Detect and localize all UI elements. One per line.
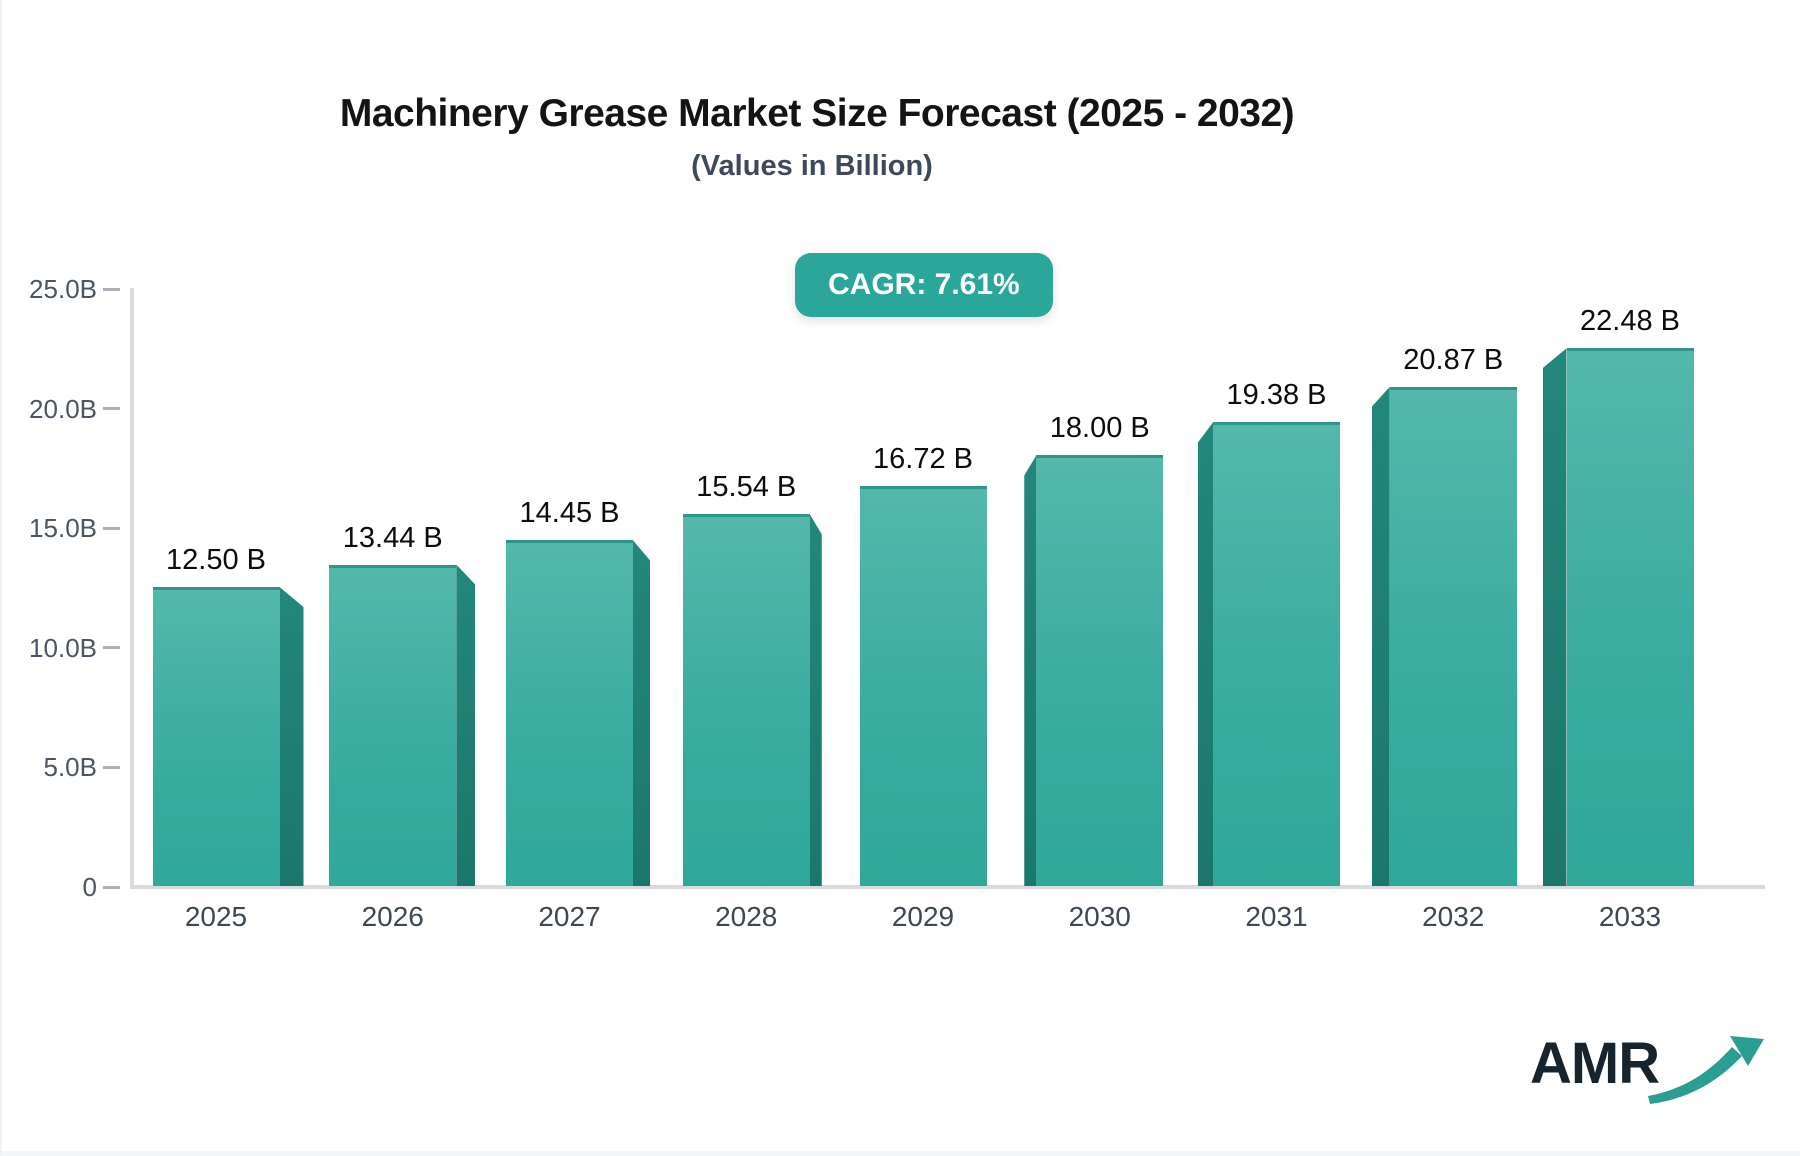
bar-2028-side-face bbox=[809, 514, 822, 886]
y-tick-label: 10.0B bbox=[29, 632, 97, 663]
x-tick-label-2028: 2028 bbox=[715, 901, 778, 932]
y-axis-line bbox=[130, 288, 134, 888]
bar-value-label-2029: 16.72 B bbox=[873, 443, 973, 476]
bar-2029 bbox=[859, 486, 987, 886]
y-tick-label: 0 bbox=[82, 872, 97, 902]
bar-value-label-2027: 14.45 B bbox=[519, 497, 620, 530]
x-tick-label-2029: 2029 bbox=[891, 901, 955, 932]
bar-value-label-2032: 20.87 B bbox=[1403, 343, 1504, 376]
bar-2027 bbox=[506, 540, 633, 886]
x-tick-label-2026: 2026 bbox=[361, 901, 424, 932]
y-tick-dash bbox=[103, 287, 120, 291]
bar-2032-side-face bbox=[1371, 386, 1390, 886]
y-tick-dash bbox=[103, 407, 120, 411]
y-tick-dash bbox=[103, 526, 120, 530]
x-tick-label-2025: 2025 bbox=[184, 901, 248, 932]
bar-2025 bbox=[152, 587, 280, 886]
y-tick-label: 20.0B bbox=[29, 393, 97, 424]
bar-2030-side-face bbox=[1024, 455, 1037, 886]
x-tick-label-2030: 2030 bbox=[1068, 901, 1131, 932]
x-tick-label-2027: 2027 bbox=[538, 901, 601, 932]
chart-subtitle: (Values in Billion) bbox=[691, 150, 933, 182]
bar-2026-side-face bbox=[456, 564, 476, 886]
x-axis-line bbox=[130, 885, 1765, 889]
bar-2030 bbox=[1036, 455, 1164, 886]
bar-2025-side-face bbox=[279, 587, 304, 886]
bar-2031 bbox=[1213, 422, 1340, 886]
bar-2026 bbox=[329, 564, 457, 886]
bar-2031-side-face bbox=[1198, 422, 1213, 886]
y-tick-dash bbox=[103, 885, 120, 889]
bar-value-label-2025: 12.50 B bbox=[166, 544, 266, 576]
bar-2033 bbox=[1566, 348, 1694, 886]
brand-logo-text: AMR bbox=[1530, 1031, 1660, 1096]
bar-2032 bbox=[1389, 386, 1517, 886]
growth-arrow-icon bbox=[1648, 1036, 1764, 1104]
page-bottom-edge bbox=[2, 1151, 1800, 1156]
y-tick-dash bbox=[103, 765, 120, 769]
chart-title: Machinery Grease Market Size Forecast (2… bbox=[339, 92, 1295, 135]
y-tick-label: 5.0B bbox=[43, 752, 98, 783]
bar-value-label-2033: 22.48 B bbox=[1580, 305, 1680, 338]
bar-value-label-2030: 18.00 B bbox=[1049, 412, 1150, 445]
cagr-badge: CAGR: 7.61% bbox=[795, 253, 1053, 317]
y-tick-label: 15.0B bbox=[29, 513, 97, 544]
x-tick-label-2033: 2033 bbox=[1598, 901, 1662, 932]
bar-2033-side-face bbox=[1542, 348, 1567, 886]
bar-value-label-2031: 19.38 B bbox=[1226, 379, 1327, 412]
x-tick-label-2031: 2031 bbox=[1245, 901, 1308, 932]
y-tick-label: 25.0B bbox=[29, 274, 97, 304]
bar-2028 bbox=[682, 514, 810, 886]
x-tick-label-2032: 2032 bbox=[1422, 901, 1485, 932]
y-tick-dash bbox=[103, 646, 120, 650]
brand-logo: AMR bbox=[1530, 1030, 1780, 1120]
bar-value-label-2028: 15.54 B bbox=[696, 471, 797, 504]
bar-value-label-2026: 13.44 B bbox=[342, 521, 443, 554]
bar-2027-side-face bbox=[633, 540, 650, 886]
